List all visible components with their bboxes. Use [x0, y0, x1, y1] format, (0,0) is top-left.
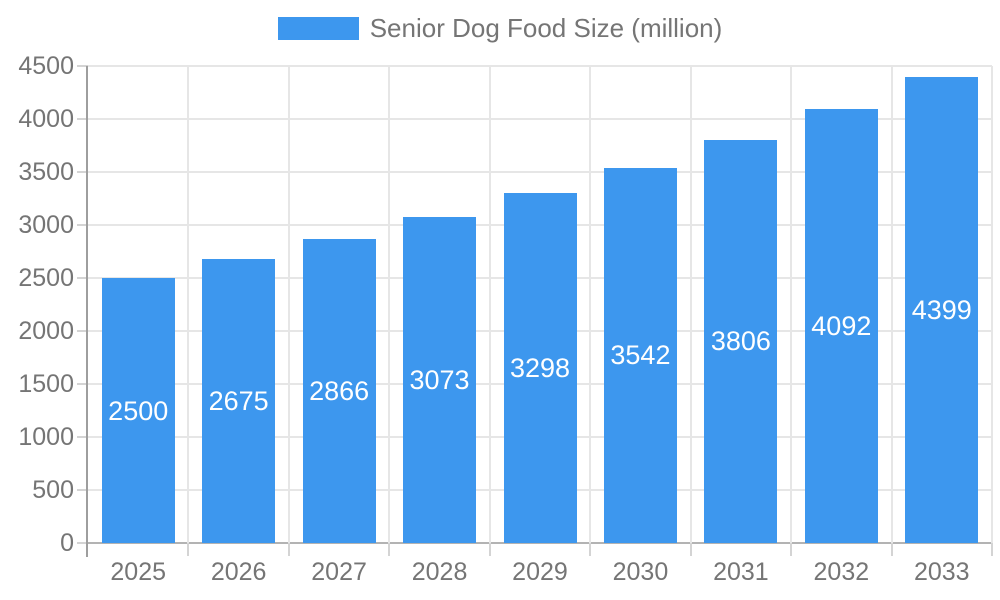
bar[interactable]: [603, 167, 677, 543]
y-axis-tick: [77, 277, 88, 279]
bar[interactable]: [804, 109, 878, 543]
x-tick-label: 2027: [311, 558, 367, 586]
bar[interactable]: [302, 239, 376, 543]
gridline-vertical: [287, 66, 290, 543]
y-axis-labels: 0 500 1000 1500 2000 2500 3000 3500 4000 4500: [0, 53, 74, 556]
bar-value-label: 3542: [610, 340, 671, 371]
y-axis-tick: [77, 65, 88, 67]
x-tick-label: 2025: [110, 558, 167, 586]
legend-swatch-icon: [277, 16, 359, 40]
y-axis-tick: [77, 171, 88, 173]
bar[interactable]: [403, 217, 477, 543]
bar[interactable]: [202, 259, 276, 543]
bar[interactable]: [101, 278, 175, 543]
x-axis-line: [88, 542, 992, 544]
y-tick-label: 1000: [18, 423, 74, 451]
y-axis-tick: [77, 330, 88, 332]
y-tick-label: 0: [60, 529, 74, 557]
gridline-vertical: [388, 66, 391, 543]
gridline-vertical: [890, 66, 893, 543]
bar-value-label: 2500: [108, 395, 169, 426]
gridline-vertical: [991, 66, 993, 543]
x-tick-label: 2030: [612, 558, 669, 586]
legend[interactable]: Senior Dog Food Size (million): [0, 13, 1000, 43]
x-axis-tick: [187, 543, 190, 556]
y-axis-tick: [77, 118, 88, 120]
bar[interactable]: [503, 193, 577, 543]
gridline-horizontal: [88, 171, 992, 173]
y-tick-label: 4000: [18, 105, 74, 133]
gridline-horizontal: [88, 65, 992, 67]
x-tick-label: 2031: [713, 558, 769, 586]
gridline-vertical: [689, 66, 692, 543]
gridline-vertical: [589, 66, 592, 543]
y-tick-label: 3500: [18, 158, 74, 186]
y-tick-label: 1500: [18, 370, 74, 398]
x-axis-tick: [589, 543, 592, 556]
y-axis-tick: [77, 383, 88, 385]
x-tick-label: 2032: [813, 558, 870, 586]
bar-value-label: 4399: [911, 294, 972, 325]
x-axis-tick: [890, 543, 893, 556]
y-tick-label: 2500: [18, 264, 74, 292]
y-axis-tick: [77, 542, 88, 544]
bar[interactable]: [905, 76, 979, 543]
y-axis-tick: [77, 436, 88, 438]
y-tick-label: 2000: [18, 317, 74, 345]
y-axis-line: [86, 66, 88, 557]
bar-value-label: 4092: [811, 311, 872, 342]
x-axis-tick: [488, 543, 491, 556]
x-tick-label: 2026: [210, 558, 267, 586]
gridline-vertical: [488, 66, 491, 543]
x-axis-tick: [790, 543, 793, 556]
gridline-horizontal: [88, 118, 992, 120]
bar-value-label: 2866: [309, 376, 370, 407]
y-axis-tick: [77, 224, 88, 226]
y-tick-label: 3000: [18, 211, 74, 239]
bar-value-label: 3073: [409, 365, 470, 396]
x-axis-tick: [388, 543, 391, 556]
legend-label: Senior Dog Food Size (million): [369, 13, 723, 43]
x-tick-label: 2033: [913, 558, 970, 586]
x-tick-label: 2029: [512, 558, 568, 586]
bar[interactable]: [704, 139, 778, 543]
bar-value-label: 3298: [509, 353, 571, 384]
bar-value-label: 3806: [710, 326, 771, 357]
x-axis-tick: [689, 543, 692, 556]
x-axis-tick: [287, 543, 290, 556]
plot-area: 2500 2025 2675 2026 2866 2027 3073 2028 3298 2029…: [77, 65, 993, 586]
y-axis-tick: [77, 489, 88, 491]
y-tick-label: 500: [32, 476, 74, 504]
x-axis-tick: [991, 543, 993, 556]
gridline-vertical: [790, 66, 793, 543]
gridline-vertical: [187, 66, 190, 543]
bar-value-label: 2675: [208, 386, 269, 417]
x-tick-label: 2028: [411, 558, 468, 586]
y-tick-label: 4500: [18, 52, 74, 80]
